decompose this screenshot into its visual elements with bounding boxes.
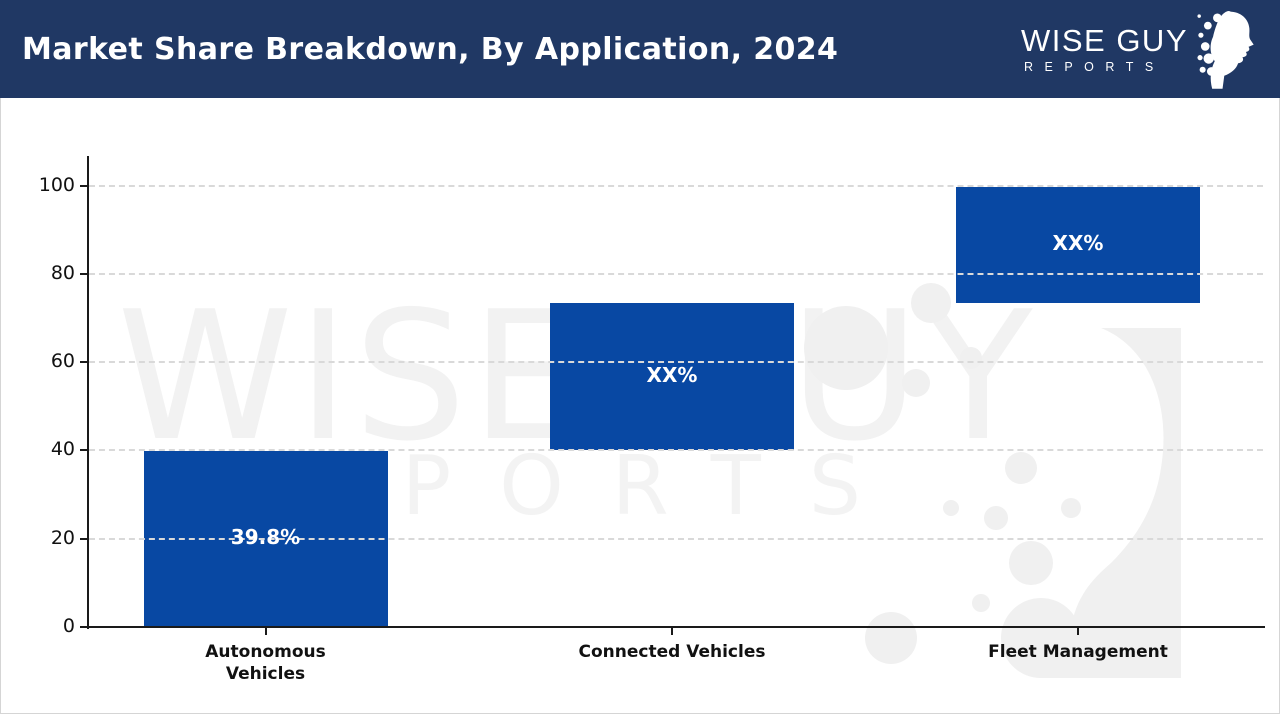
y-tick-label: 80: [50, 261, 75, 284]
y-tick-mark: [80, 272, 88, 275]
x-tick-mark: [264, 628, 267, 635]
logo-wordmark: WISE GUY: [1020, 22, 1188, 58]
x-axis-spine: [87, 626, 1265, 628]
bar-value-label: XX%: [1052, 231, 1104, 256]
y-tick-mark: [80, 537, 88, 540]
y-tick-label: 60: [50, 350, 75, 373]
y-tick-label: 20: [50, 526, 75, 549]
x-category-label: Fleet Management: [988, 642, 1168, 662]
gridline-100: [89, 184, 1263, 187]
market-share-chart: 39.8% XX% XX% 0 20 40 60 80 100 Autonomous Vehicl…: [1, 98, 1279, 713]
gridline-20: [89, 537, 1263, 540]
y-tick-mark: [80, 184, 88, 187]
chart-canvas: WISE GUY REPORTS 39.8%XX%XX%020406080100…: [0, 98, 1280, 714]
x-tick-mark: [671, 628, 673, 635]
bar-2: [550, 302, 794, 451]
wiseguy-logo: WISE GUY REPORTS: [1021, 9, 1258, 89]
y-tick-mark: [80, 361, 88, 364]
y-tick-label: 0: [62, 615, 75, 637]
wiseguy-logo-text: WISE GUY REPORTS: [1021, 25, 1188, 74]
y-tick-label: 40: [50, 438, 75, 461]
bar-value-label: XX%: [646, 362, 698, 387]
y-tick-mark: [80, 626, 88, 628]
logo-subtext: REPORTS: [1023, 59, 1165, 74]
x-tick-mark: [1077, 628, 1079, 635]
bar-3: [956, 187, 1200, 303]
gridline-60: [89, 361, 1263, 364]
gridline-40: [89, 449, 1263, 452]
y-axis-spine: [87, 156, 89, 629]
bar-value-label: 39.8%: [230, 525, 301, 550]
gridline-80: [89, 272, 1263, 275]
x-category-label: Autonomous Vehicles: [205, 642, 326, 685]
header-bar: Market Share Breakdown, By Application, …: [0, 0, 1280, 98]
y-tick-label: 100: [38, 173, 75, 196]
y-tick-mark: [80, 449, 88, 452]
wiseguy-face-icon: [1197, 10, 1254, 89]
page-title: Market Share Breakdown, By Application, …: [22, 31, 839, 67]
x-category-label: Connected Vehicles: [578, 642, 766, 662]
